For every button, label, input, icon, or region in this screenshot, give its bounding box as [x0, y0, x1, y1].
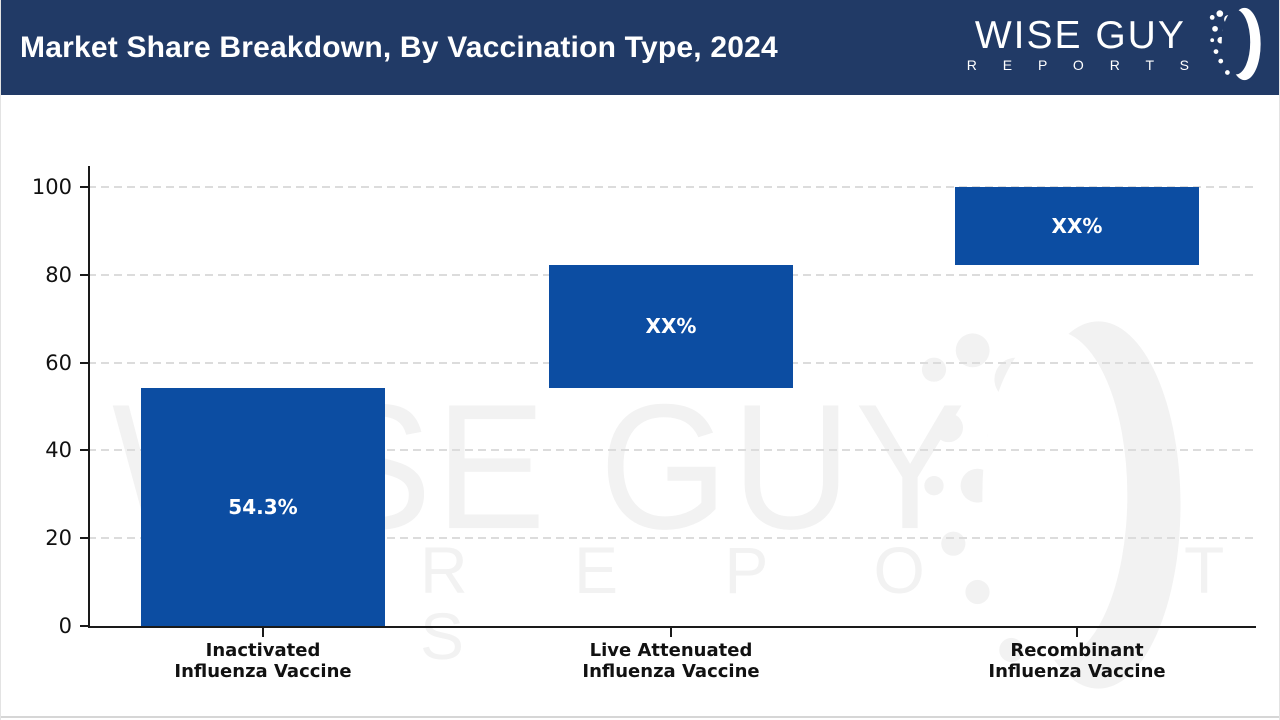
- x-tick: [670, 628, 672, 637]
- y-tick-label: 20: [45, 526, 72, 551]
- x-axis-line: [88, 626, 1256, 628]
- y-gridline: [88, 449, 1256, 452]
- header-band: Market Share Breakdown, By Vaccination T…: [0, 0, 1280, 95]
- y-tick: [80, 273, 88, 276]
- brand-head-icon: [1209, 7, 1261, 81]
- y-tick: [80, 449, 88, 452]
- x-category-line: Live Attenuated: [589, 640, 753, 661]
- bar-value-label: 54.3%: [228, 494, 298, 519]
- bar-segment: [141, 387, 385, 626]
- y-tick: [80, 625, 88, 627]
- bar-segment: [549, 264, 793, 388]
- y-axis-line: [88, 166, 90, 628]
- y-tick-label: 80: [45, 262, 72, 287]
- x-tick: [262, 628, 264, 637]
- brand-logo-text: WISE GUY R E P O R T S: [961, 16, 1200, 72]
- x-category-line: Influenza Vaccine: [582, 661, 760, 682]
- x-category-label: Inactivated Influenza Vaccine: [113, 640, 413, 682]
- y-gridline: [88, 186, 1256, 188]
- page-title: Market Share Breakdown, By Vaccination T…: [20, 30, 778, 64]
- x-category-line: Recombinant: [1010, 640, 1144, 661]
- bar-value-label: XX%: [645, 314, 697, 339]
- y-tick-label: 100: [31, 175, 72, 199]
- y-gridline: [88, 537, 1256, 540]
- y-tick-label: 0: [58, 614, 72, 638]
- y-tick: [80, 361, 88, 364]
- brand-name: WISE GUY: [974, 14, 1186, 57]
- bottom-divider: [0, 716, 1280, 718]
- x-category-label: Live Attenuated Influenza Vaccine: [521, 640, 821, 682]
- y-tick: [80, 186, 88, 188]
- x-category-label: Recombinant Influenza Vaccine: [927, 640, 1227, 682]
- x-category-line: Influenza Vaccine: [988, 661, 1166, 682]
- bar-segment: [955, 187, 1199, 265]
- y-tick-label: 40: [45, 438, 72, 463]
- x-category-line: Influenza Vaccine: [174, 661, 352, 682]
- x-tick: [1076, 628, 1078, 637]
- y-tick: [80, 537, 88, 540]
- brand-logo: WISE GUY R E P O R T S: [961, 6, 1264, 82]
- bar-value-label: XX%: [1051, 213, 1103, 238]
- x-category-line: Inactivated: [205, 640, 321, 661]
- y-tick-label: 60: [45, 350, 72, 375]
- brand-subtitle: R E P O R T S: [966, 57, 1200, 73]
- chart-background: WISE GUY R E P O R T S 0 20 40 60 80 100 54.3%…: [0, 95, 1280, 720]
